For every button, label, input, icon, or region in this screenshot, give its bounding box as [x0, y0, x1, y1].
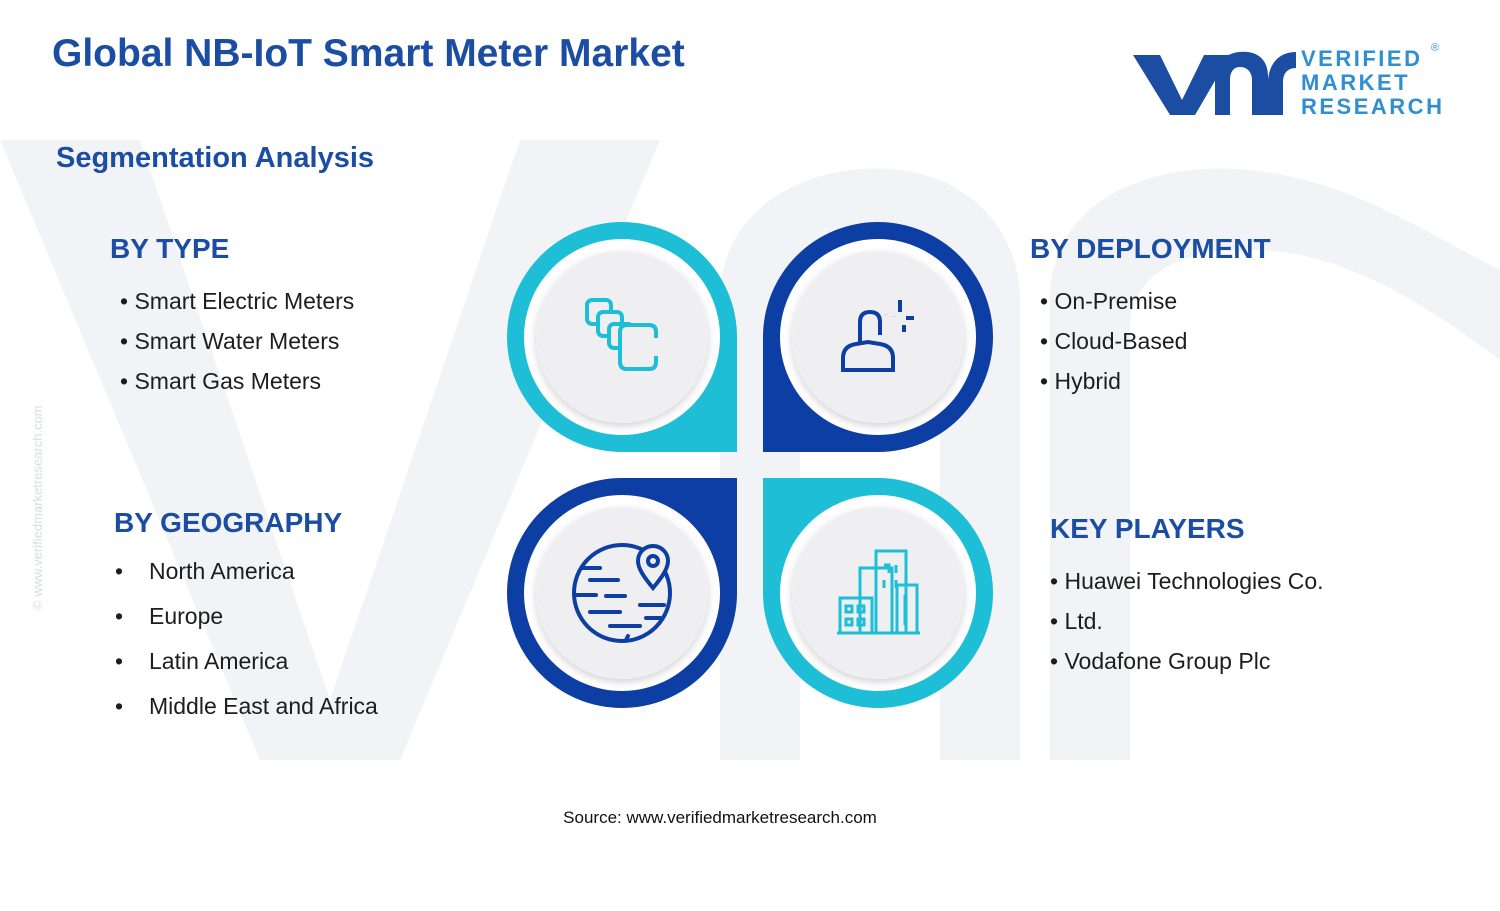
logo-mark	[1133, 51, 1296, 115]
watermark: © www.verifiedmarketresearch.com	[30, 405, 45, 610]
source: Source: www.verifiedmarketresearch.com	[563, 808, 877, 827]
segment-item: Huawei Technologies Co.	[1050, 561, 1323, 601]
title: Global NB-IoT Smart Meter Market	[52, 32, 685, 75]
segment-item: Smart Electric Meters	[120, 281, 354, 321]
segment-item: Latin America	[115, 639, 378, 684]
segment-item: Ltd.	[1050, 601, 1324, 641]
segment-item: Smart Gas Meters	[120, 361, 354, 401]
geography-icon	[572, 543, 672, 643]
segment-list: Huawei Technologies Co.Ltd.Vodafone Grou…	[1050, 561, 1324, 681]
segment-item: North America	[115, 549, 378, 594]
segment-title: KEY PLAYERS	[1050, 513, 1245, 544]
segment-title: BY TYPE	[110, 233, 230, 264]
segment-list: Smart Electric MetersSmart Water MetersS…	[120, 281, 354, 401]
segment-list: North AmericaEuropeLatin AmericaMiddle E…	[115, 549, 378, 729]
type-icon	[585, 298, 658, 371]
segment-item: On-Premise	[1040, 281, 1187, 321]
segment-item: Europe	[115, 594, 378, 639]
segment-title: BY GEOGRAPHY	[114, 507, 343, 538]
logo-registered: ®	[1431, 42, 1440, 54]
logo-text: VERIFIED	[1301, 46, 1423, 71]
segment-item: Middle East and Africa	[115, 684, 378, 729]
segment-item: Vodafone Group Plc	[1050, 641, 1324, 681]
players-icon	[837, 549, 920, 635]
logo-text: RESEARCH	[1301, 94, 1445, 119]
segment-title: BY DEPLOYMENT	[1030, 233, 1271, 264]
subtitle: Segmentation Analysis	[56, 142, 375, 174]
segment-list: On-PremiseCloud-BasedHybrid	[1040, 281, 1187, 401]
segment-item: Hybrid	[1040, 361, 1187, 401]
deployment-icon	[841, 300, 914, 372]
logo-text: MARKET	[1301, 70, 1411, 95]
segment-item: Smart Water Meters	[120, 321, 354, 361]
segment-item: Cloud-Based	[1040, 321, 1187, 361]
